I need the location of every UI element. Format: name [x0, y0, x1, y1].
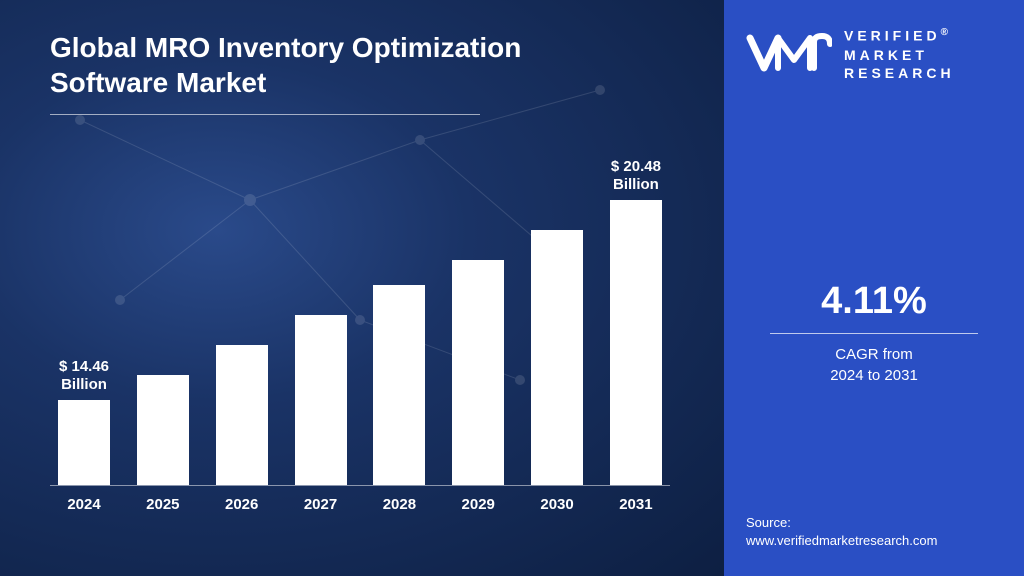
brand-name: VERIFIED® MARKET RESEARCH	[844, 26, 955, 83]
source-block: Source: www.verifiedmarketresearch.com	[746, 514, 937, 550]
bar-group	[452, 260, 504, 485]
bar-value-label: $ 14.46Billion	[59, 358, 109, 394]
cagr-block: 4.11% CAGR from 2024 to 2031	[724, 280, 1024, 386]
bar	[531, 230, 583, 485]
cagr-value: 4.11%	[752, 280, 996, 323]
bar	[137, 375, 189, 485]
brand-logo: VERIFIED® MARKET RESEARCH	[746, 26, 1002, 83]
x-axis-label: 2026	[216, 496, 268, 513]
bar-group	[295, 315, 347, 485]
x-axis-label: 2024	[58, 496, 110, 513]
brand-line1: VERIFIED	[844, 28, 941, 44]
bar	[373, 285, 425, 485]
left-panel: Global MRO Inventory Optimization Softwa…	[0, 0, 724, 576]
bar-group: $ 14.46Billion	[58, 400, 110, 485]
x-axis-labels: 2024 2025 2026 2027 2028 2029 2030 2031	[50, 486, 670, 513]
x-axis-label: 2028	[373, 496, 425, 513]
bar	[452, 260, 504, 485]
source-url: www.verifiedmarketresearch.com	[746, 532, 937, 550]
bar	[216, 345, 268, 485]
cagr-label-line1: CAGR from	[835, 346, 913, 363]
chart-title: Global MRO Inventory Optimization Softwa…	[50, 30, 570, 100]
bar-group	[216, 345, 268, 485]
vmr-logo-icon	[746, 26, 832, 80]
x-axis-label: 2027	[295, 496, 347, 513]
bar-chart: $ 14.46Billion$ 20.48Billion 20242025202…	[50, 166, 670, 536]
bar	[58, 400, 110, 485]
bar	[295, 315, 347, 485]
brand-line3: RESEARCH	[844, 65, 955, 81]
registered-mark: ®	[941, 27, 952, 38]
right-panel: VERIFIED® MARKET RESEARCH 4.11% CAGR fro…	[724, 0, 1024, 576]
cagr-underline	[770, 333, 978, 334]
bars-container: $ 14.46Billion $ 20.48Billion	[50, 166, 670, 486]
brand-line2: MARKET	[844, 47, 928, 63]
x-axis-label: 2029	[452, 496, 504, 513]
bar-group	[531, 230, 583, 485]
bar-value-label: $ 20.48Billion	[611, 158, 661, 194]
bar	[610, 200, 662, 485]
bar-group	[137, 375, 189, 485]
bar-group	[373, 285, 425, 485]
x-axis-label: 2025	[137, 496, 189, 513]
x-axis-label: 2031	[610, 496, 662, 513]
cagr-label-line2: 2024 to 2031	[830, 367, 918, 384]
cagr-label: CAGR from 2024 to 2031	[752, 344, 996, 386]
bar-group: $ 20.48Billion	[610, 200, 662, 485]
source-label: Source:	[746, 514, 937, 532]
title-underline	[50, 114, 480, 115]
x-axis-label: 2030	[531, 496, 583, 513]
